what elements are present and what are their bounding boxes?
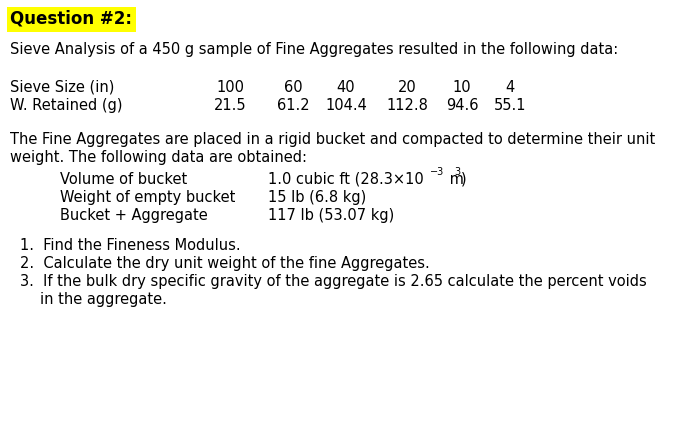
- Text: 1.  Find the Fineness Modulus.: 1. Find the Fineness Modulus.: [20, 238, 241, 253]
- Text: Volume of bucket: Volume of bucket: [60, 172, 188, 187]
- Text: in the aggregate.: in the aggregate.: [40, 292, 167, 307]
- Text: 100: 100: [216, 80, 244, 95]
- Text: 117 lb (53.07 kg): 117 lb (53.07 kg): [268, 208, 394, 223]
- Text: 2.  Calculate the dry unit weight of the fine Aggregates.: 2. Calculate the dry unit weight of the …: [20, 256, 430, 271]
- Text: 15 lb (6.8 kg): 15 lb (6.8 kg): [268, 190, 366, 205]
- Text: ): ): [461, 172, 467, 187]
- Text: weight. The following data are obtained:: weight. The following data are obtained:: [10, 150, 307, 165]
- Text: 60: 60: [284, 80, 302, 95]
- Text: 61.2: 61.2: [276, 98, 309, 113]
- Text: 10: 10: [453, 80, 471, 95]
- Text: W. Retained (g): W. Retained (g): [10, 98, 122, 113]
- Text: Question #2:: Question #2:: [10, 10, 132, 28]
- Text: m: m: [445, 172, 464, 187]
- Text: 94.6: 94.6: [446, 98, 478, 113]
- Text: 55.1: 55.1: [494, 98, 526, 113]
- Text: Sieve Analysis of a 450 g sample of Fine Aggregates resulted in the following da: Sieve Analysis of a 450 g sample of Fine…: [10, 42, 618, 57]
- Text: The Fine Aggregates are placed in a rigid bucket and compacted to determine thei: The Fine Aggregates are placed in a rigi…: [10, 132, 655, 147]
- Text: −3: −3: [430, 167, 444, 177]
- Text: 20: 20: [398, 80, 416, 95]
- Text: 3.  If the bulk dry specific gravity of the aggregate is 2.65 calculate the perc: 3. If the bulk dry specific gravity of t…: [20, 274, 647, 289]
- Text: 104.4: 104.4: [325, 98, 367, 113]
- Text: 4: 4: [505, 80, 514, 95]
- Text: 3: 3: [454, 167, 460, 177]
- Text: Bucket + Aggregate: Bucket + Aggregate: [60, 208, 208, 223]
- Text: 1.0 cubic ft (28.3×10: 1.0 cubic ft (28.3×10: [268, 172, 424, 187]
- Text: Sieve Size (in): Sieve Size (in): [10, 80, 114, 95]
- Text: 40: 40: [337, 80, 356, 95]
- Text: Weight of empty bucket: Weight of empty bucket: [60, 190, 235, 205]
- Text: 21.5: 21.5: [214, 98, 246, 113]
- Text: 112.8: 112.8: [386, 98, 428, 113]
